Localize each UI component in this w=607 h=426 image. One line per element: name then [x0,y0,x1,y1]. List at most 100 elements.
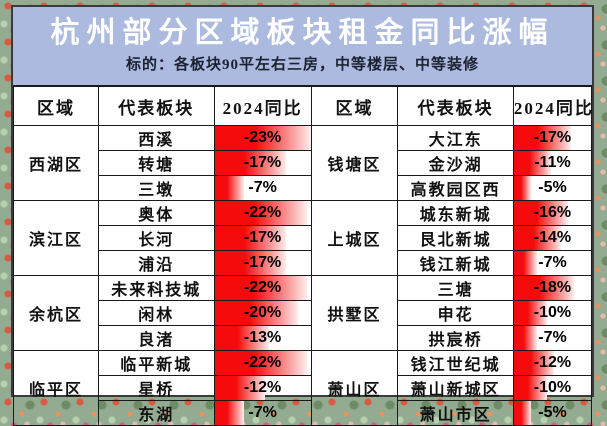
region-cell: 西湖区 [13,125,99,201]
sector-cell: 萧山市区 [397,400,514,426]
yoy-value-label: -22% [243,354,282,371]
data-bar [514,226,561,250]
data-bar [215,126,311,150]
yoy-value-cell: -7% [512,250,593,276]
sector-cell: 三塘 [397,275,514,301]
yoy-value-cell: -17% [512,125,593,151]
data-bar [514,251,538,275]
data-bar [215,376,265,400]
yoy-value-cell: -17% [213,225,312,251]
sector-cell: 高教园区西 [397,175,514,201]
table-row: 临平区 临平新城 -22% 萧山区 钱江世纪城 -12% [13,350,593,426]
yoy-value-cell: -22% [213,200,312,226]
yoy-value-label: -20% [243,304,282,321]
data-bar [215,151,286,175]
yoy-value-label: -14% [533,229,572,246]
table-row: 滨江区 奥体 -22% 上城区 城东新城 -16% [13,200,593,276]
region-cell: 拱墅区 [310,275,399,351]
yoy-value-cell: -12% [213,375,312,401]
region-cell: 临平区 [13,350,99,426]
yoy-value-label: -22% [243,279,282,296]
column-header-3: 区域 [310,86,399,126]
page-subtitle: 标的：各板块90平左右三房，中等楼层、中等装修 [125,56,479,73]
sector-cell: 三墩 [97,175,215,201]
sector-cell: 良渚 [97,325,215,351]
yoy-value-cell: -16% [512,200,593,226]
yoy-value-cell: -22% [213,350,312,376]
table-row: 闲林 -20% 申花 -10% [14,300,593,326]
table-row: 三墩 -7% 高教园区西 -5% [14,175,593,201]
sector-cell: 转塘 [97,150,215,176]
sector-cell: 长河 [97,225,215,251]
data-bar [215,401,244,425]
yoy-value-cell: -20% [213,300,312,326]
data-bar [514,201,568,225]
data-bar [514,301,548,325]
table-body: 西湖区 西溪 -23% 钱塘区 大江东 -17% 转塘 -17% 金沙湖 -11% 三墩 -7% 高教园… [13,125,593,426]
table-row: 转塘 -17% 金沙湖 -11% [14,150,593,176]
data-bar [514,126,571,150]
table-header: 区域 代表板块 2024同比 区域 代表板块 2024同比 [13,86,593,126]
table-row: 良渚 -13% 拱宸桥 -7% [14,325,593,351]
data-bar [215,176,244,200]
yoy-value-cell: -13% [213,325,312,351]
yoy-value-label: -17% [243,229,282,246]
data-bar [514,401,531,425]
column-header-1: 代表板块 [97,86,215,126]
table-row: 浦沿 -17% 钱江新城 -7% [14,250,593,276]
sector-cell: 未来科技城 [97,275,215,301]
sector-cell: 金沙湖 [397,150,514,176]
yoy-value-label: -7% [248,179,277,196]
data-bar [514,326,538,350]
yoy-value-cell: -17% [213,150,312,176]
sector-cell: 东湖 [97,400,215,426]
sector-cell: 浦沿 [97,250,215,276]
yoy-value-cell: -7% [213,175,312,201]
data-bar [215,201,307,225]
yoy-value-cell: -7% [512,325,593,351]
sector-cell: 城东新城 [397,200,514,226]
sector-cell: 钱江新城 [397,250,514,276]
column-header-4: 代表板块 [397,86,514,126]
table-row: 星桥 -12% 萧山新城区 -10% [14,375,593,401]
sector-cell: 大江东 [397,125,514,151]
page-title: 杭州部分区域板块租金同比涨幅 [50,17,555,50]
yoy-value-cell: -10% [512,300,593,326]
sector-cell: 申花 [397,300,514,326]
data-bar [514,351,555,375]
data-bar [215,301,299,325]
yoy-value-label: -23% [243,129,282,146]
data-bar [215,251,286,275]
yoy-value-cell: -14% [512,225,593,251]
yoy-value-cell: -10% [512,375,593,401]
yoy-value-cell: -22% [213,275,312,301]
sector-cell: 萧山新城区 [397,375,514,401]
data-bar [514,151,551,175]
sector-cell: 星桥 [97,375,215,401]
yoy-value-label: -12% [243,379,282,396]
table-row: 余杭区 未来科技城 -22% 拱墅区 三塘 -18% [13,275,593,351]
sector-cell: 奥体 [97,200,215,226]
yoy-value-label: -12% [533,354,572,371]
yoy-value-cell: -5% [512,400,593,426]
region-cell: 上城区 [310,200,399,276]
rent-yoy-table: 区域 代表板块 2024同比 区域 代表板块 2024同比 西湖区 西溪 -23% 钱塘区 大江东… [13,86,593,426]
yoy-value-label: -22% [243,204,282,221]
table-row: 西湖区 西溪 -23% 钱塘区 大江东 -17% [13,125,593,201]
data-bar [215,326,269,350]
table-row: 东湖 -7% 萧山市区 -5% [14,400,593,426]
sector-cell: 临平新城 [97,350,215,376]
sector-cell: 西溪 [97,125,215,151]
table-frame: 杭州部分区域板块租金同比涨幅 标的：各板块90平左右三房，中等楼层、中等装修 区… [11,5,594,426]
yoy-value-label: -7% [538,329,567,346]
region-cell: 余杭区 [13,275,99,351]
yoy-value-cell: -12% [512,350,593,376]
sector-cell: 闲林 [97,300,215,326]
header-row: 区域 代表板块 2024同比 区域 代表板块 2024同比 [13,86,593,126]
data-bar [215,276,307,300]
data-bar [514,376,548,400]
data-bar [215,226,286,250]
yoy-value-label: -10% [533,304,572,321]
yoy-value-label: -11% [534,154,571,171]
banner: 杭州部分区域板块租金同比涨幅 标的：各板块90平左右三房，中等楼层、中等装修 [13,7,592,86]
